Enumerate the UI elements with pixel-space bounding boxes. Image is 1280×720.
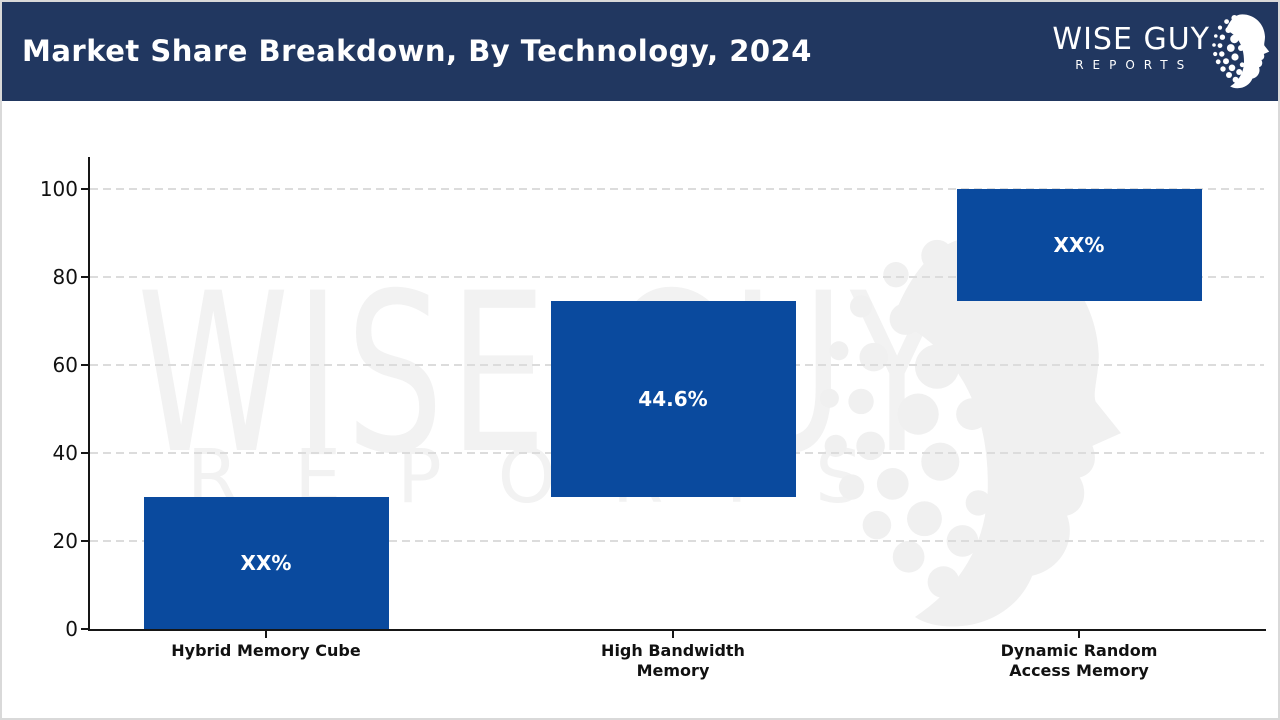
x-axis-line bbox=[88, 629, 1266, 631]
y-tick-40 bbox=[81, 452, 89, 454]
logo-subtitle: REPORTS bbox=[1075, 58, 1194, 72]
x-tick-2 bbox=[672, 631, 674, 638]
bar-value-label-1: XX% bbox=[240, 551, 292, 575]
x-tick-label-2: High Bandwidth Memory bbox=[601, 641, 745, 680]
y-axis-line bbox=[88, 157, 90, 631]
logo-wordmark: WISE GUY bbox=[1052, 22, 1210, 57]
y-tick-20 bbox=[81, 540, 89, 542]
wiseguy-logo: WISE GUY REPORTS bbox=[1032, 8, 1272, 94]
bar-segment-1: XX% bbox=[143, 497, 389, 629]
gridline-80 bbox=[90, 276, 1264, 278]
x-tick-3 bbox=[1078, 631, 1080, 638]
x-tick-label-3: Dynamic Random Access Memory bbox=[1000, 641, 1158, 680]
y-tick-0 bbox=[81, 628, 89, 630]
y-tick-label-100: 100 bbox=[39, 177, 78, 201]
bar-value-label-2: 44.6% bbox=[638, 386, 708, 411]
header-bar: Market Share Breakdown, By Technology, 2… bbox=[2, 2, 1278, 101]
gridline-20 bbox=[90, 540, 1264, 542]
bar-segment-2: 44.6% bbox=[550, 300, 796, 497]
y-tick-100 bbox=[81, 188, 89, 190]
y-tick-60 bbox=[81, 364, 89, 366]
y-tick-label-40: 40 bbox=[52, 441, 78, 465]
y-tick-label-80: 80 bbox=[52, 265, 78, 289]
wiseguy-logo-text: WISE GUY REPORTS bbox=[1052, 22, 1210, 73]
gridline-100 bbox=[90, 188, 1264, 190]
watermark-wordmark: WISE GUY bbox=[137, 246, 950, 502]
bar-value-label-3: XX% bbox=[1053, 232, 1105, 257]
x-tick-label-1: Hybrid Memory Cube bbox=[171, 641, 361, 660]
x-tick-1 bbox=[265, 631, 267, 638]
y-tick-label-20: 20 bbox=[52, 529, 78, 553]
y-tick-label-60: 60 bbox=[52, 353, 78, 377]
bar-segment-3: XX% bbox=[956, 189, 1202, 301]
y-tick-label-0: 0 bbox=[65, 617, 78, 641]
dotted-head-icon bbox=[1208, 12, 1274, 90]
page-title: Market Share Breakdown, By Technology, 2… bbox=[22, 34, 812, 68]
y-tick-80 bbox=[81, 276, 89, 278]
